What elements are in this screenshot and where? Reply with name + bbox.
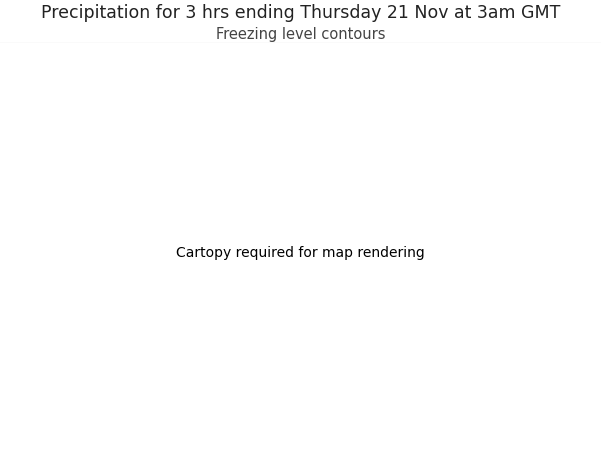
Text: Cartopy required for map rendering: Cartopy required for map rendering — [176, 246, 425, 260]
Text: Precipitation for 3 hrs ending Thursday 21 Nov at 3am GMT: Precipitation for 3 hrs ending Thursday … — [41, 4, 560, 22]
Text: Freezing level contours: Freezing level contours — [216, 26, 385, 42]
